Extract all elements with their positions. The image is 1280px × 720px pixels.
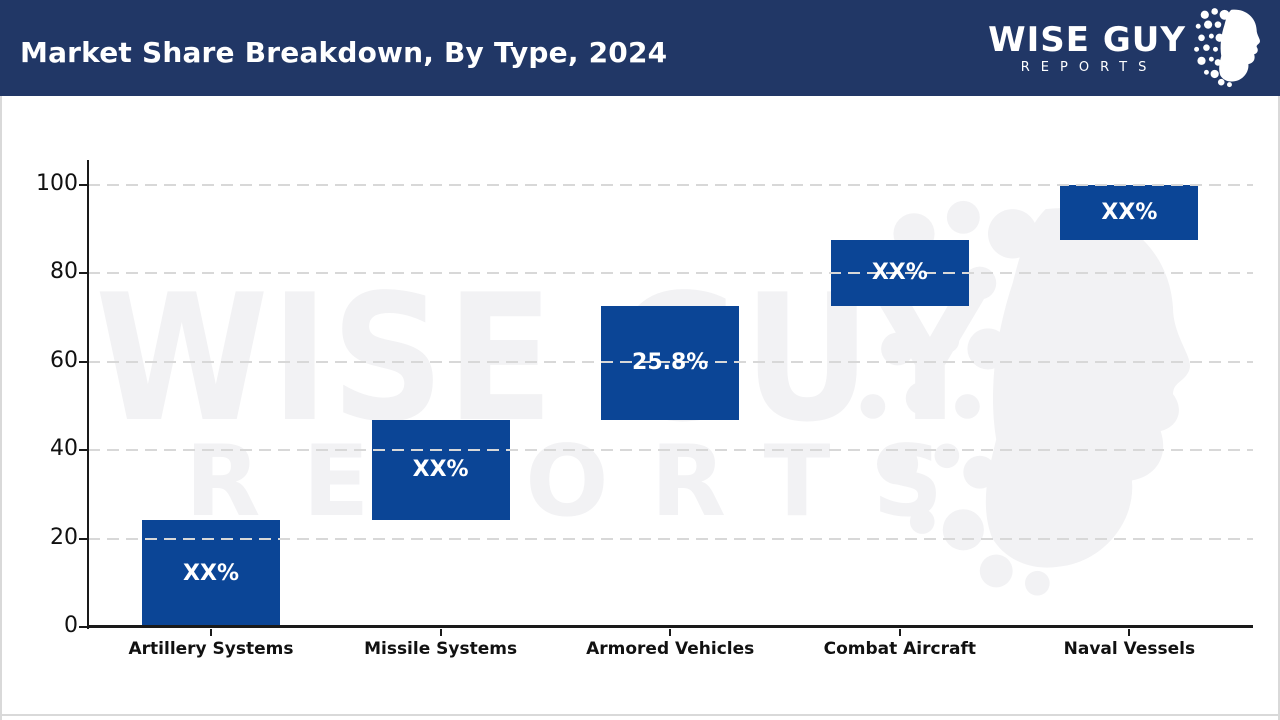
x-tick: [898, 629, 901, 636]
plot-area: 0 20 40 60 80 100 XX% Artillery Systems XX% Missi…: [0, 96, 1280, 720]
y-tick-label-60: 60: [50, 347, 78, 373]
watermark-brand-subtitle: REPORTS: [185, 425, 986, 539]
page-title: Market Share Breakdown, By Type, 2024: [20, 35, 668, 69]
x-tick: [210, 629, 212, 636]
gridline-80: [88, 272, 1253, 275]
bar-missile-systems: [371, 419, 510, 520]
y-tick-label-100: 100: [36, 171, 78, 196]
gridline-100: [88, 184, 1253, 186]
brand-name: WISE GUY: [988, 19, 1186, 60]
y-tick-label-40: 40: [50, 436, 78, 462]
bottom-border: [0, 714, 1280, 716]
category-label: Missile Systems: [364, 639, 518, 659]
category-label: Combat Aircraft: [823, 639, 976, 659]
x-tick: [1128, 629, 1131, 636]
brand-logo-text: WISE GUY REPORTS: [988, 23, 1186, 74]
header-bar: Market Share Breakdown, By Type, 2024 WI…: [0, 0, 1280, 96]
category-label: Artillery Systems: [128, 639, 294, 659]
y-tick-60: [79, 360, 87, 363]
brand-logo: WISE GUY REPORTS: [988, 4, 1266, 92]
right-border: [1278, 96, 1280, 720]
brand-subtitle: REPORTS: [1020, 59, 1158, 75]
y-tick-100: [79, 184, 87, 186]
bar-naval-vessels: [1060, 185, 1199, 240]
watermark-head-profile-dots-icon: [840, 170, 1210, 614]
y-tick-0: [79, 626, 87, 628]
y-tick-80: [79, 272, 87, 275]
bar-value-label: 25.8%: [632, 350, 709, 376]
category-label: Naval Vessels: [1063, 639, 1196, 659]
gridline-60: [88, 360, 1253, 363]
y-axis-line: [87, 160, 89, 629]
y-tick-label-20: 20: [50, 524, 78, 550]
y-tick-label-80: 80: [50, 259, 78, 285]
x-tick: [669, 629, 672, 636]
y-tick-label-0: 0: [64, 613, 78, 638]
x-axis-line: [87, 625, 1253, 628]
y-tick-40: [79, 449, 87, 452]
bar-value-label: XX%: [871, 260, 928, 286]
category-label: Armored Vehicles: [586, 639, 755, 659]
x-tick: [439, 629, 442, 636]
left-border: [0, 96, 2, 720]
bar-artillery-systems: [142, 519, 280, 627]
bar-value-label: XX%: [412, 457, 469, 483]
y-tick-20: [79, 537, 87, 540]
gridline-20: [88, 537, 1253, 540]
head-profile-dots-icon: [1190, 4, 1264, 92]
bar-value-label: XX%: [1101, 199, 1158, 225]
gridline-40: [88, 449, 1253, 452]
bar-value-label: XX%: [183, 560, 239, 586]
